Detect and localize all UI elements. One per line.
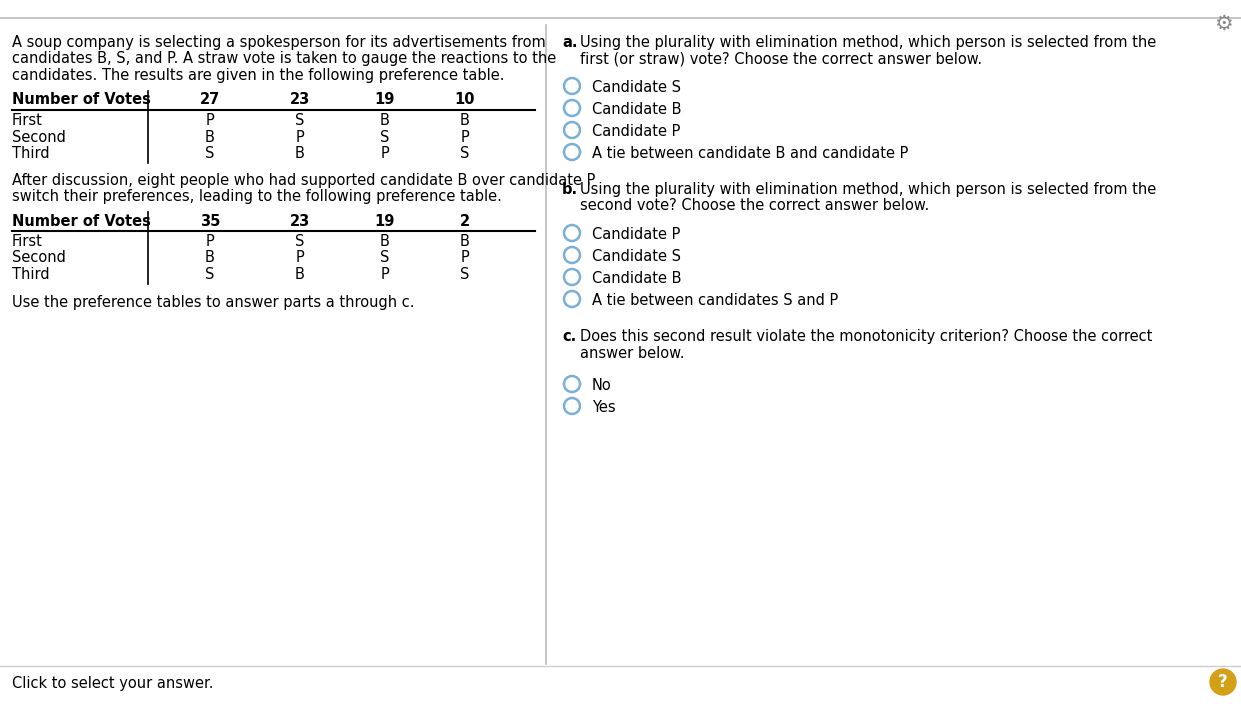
- Text: 2: 2: [460, 213, 470, 229]
- Circle shape: [1210, 669, 1236, 695]
- Text: Using the plurality with elimination method, which person is selected from the: Using the plurality with elimination met…: [580, 182, 1157, 197]
- Text: candidates B, S, and P. A straw vote is taken to gauge the reactions to the: candidates B, S, and P. A straw vote is …: [12, 51, 556, 66]
- Text: Candidate B: Candidate B: [592, 102, 681, 117]
- Text: S: S: [205, 146, 215, 161]
- Text: Use the preference tables to answer parts a through c.: Use the preference tables to answer part…: [12, 296, 414, 310]
- Text: 23: 23: [290, 213, 310, 229]
- Text: b.: b.: [562, 182, 578, 197]
- Text: P: P: [295, 251, 304, 265]
- Text: 10: 10: [454, 92, 475, 108]
- Text: S: S: [380, 251, 390, 265]
- Text: P: P: [206, 113, 215, 128]
- Text: first (or straw) vote? Choose the correct answer below.: first (or straw) vote? Choose the correc…: [580, 51, 982, 66]
- Text: B: B: [205, 130, 215, 144]
- Text: B: B: [295, 267, 305, 282]
- Text: 27: 27: [200, 92, 220, 108]
- Text: Number of Votes: Number of Votes: [12, 213, 151, 229]
- Text: 19: 19: [375, 92, 395, 108]
- Text: B: B: [460, 113, 470, 128]
- Text: S: S: [460, 267, 469, 282]
- Text: A tie between candidate B and candidate P: A tie between candidate B and candidate …: [592, 146, 908, 161]
- Text: Third: Third: [12, 267, 50, 282]
- Text: B: B: [460, 234, 470, 249]
- Text: B: B: [380, 113, 390, 128]
- Text: First: First: [12, 234, 43, 249]
- Text: answer below.: answer below.: [580, 346, 685, 360]
- Text: Candidate P: Candidate P: [592, 124, 680, 139]
- Text: c.: c.: [562, 329, 576, 344]
- Text: switch their preferences, leading to the following preference table.: switch their preferences, leading to the…: [12, 189, 501, 204]
- Text: candidates. The results are given in the following preference table.: candidates. The results are given in the…: [12, 68, 505, 83]
- Text: 19: 19: [375, 213, 395, 229]
- Text: Third: Third: [12, 146, 50, 161]
- Text: ?: ?: [1219, 673, 1227, 691]
- Text: B: B: [205, 251, 215, 265]
- Text: After discussion, eight people who had supported candidate B over candidate P: After discussion, eight people who had s…: [12, 172, 596, 187]
- Text: a.: a.: [562, 35, 577, 50]
- Text: A tie between candidates S and P: A tie between candidates S and P: [592, 293, 838, 308]
- Text: Using the plurality with elimination method, which person is selected from the: Using the plurality with elimination met…: [580, 35, 1157, 50]
- Text: Does this second result violate the monotonicity criterion? Choose the correct: Does this second result violate the mono…: [580, 329, 1153, 344]
- Text: Candidate B: Candidate B: [592, 271, 681, 286]
- Text: S: S: [380, 130, 390, 144]
- Text: S: S: [295, 113, 305, 128]
- Text: Candidate S: Candidate S: [592, 249, 681, 264]
- Text: B: B: [380, 234, 390, 249]
- Text: Second: Second: [12, 251, 66, 265]
- Text: S: S: [205, 267, 215, 282]
- Text: A soup company is selecting a spokesperson for its advertisements from: A soup company is selecting a spokespers…: [12, 35, 546, 50]
- Text: Yes: Yes: [592, 400, 616, 415]
- Text: S: S: [295, 234, 305, 249]
- Text: B: B: [295, 146, 305, 161]
- Text: First: First: [12, 113, 43, 128]
- Text: P: P: [460, 251, 469, 265]
- Text: P: P: [460, 130, 469, 144]
- Text: Candidate P: Candidate P: [592, 227, 680, 242]
- Text: ⚙: ⚙: [1214, 14, 1232, 34]
- Text: P: P: [381, 146, 390, 161]
- Text: P: P: [206, 234, 215, 249]
- Text: second vote? Choose the correct answer below.: second vote? Choose the correct answer b…: [580, 199, 930, 213]
- Text: P: P: [295, 130, 304, 144]
- Text: Second: Second: [12, 130, 66, 144]
- Text: No: No: [592, 378, 612, 393]
- Text: Number of Votes: Number of Votes: [12, 92, 151, 108]
- Text: 23: 23: [290, 92, 310, 108]
- Text: Click to select your answer.: Click to select your answer.: [12, 676, 213, 691]
- Text: S: S: [460, 146, 469, 161]
- Text: 35: 35: [200, 213, 220, 229]
- Text: Candidate S: Candidate S: [592, 80, 681, 95]
- Text: P: P: [381, 267, 390, 282]
